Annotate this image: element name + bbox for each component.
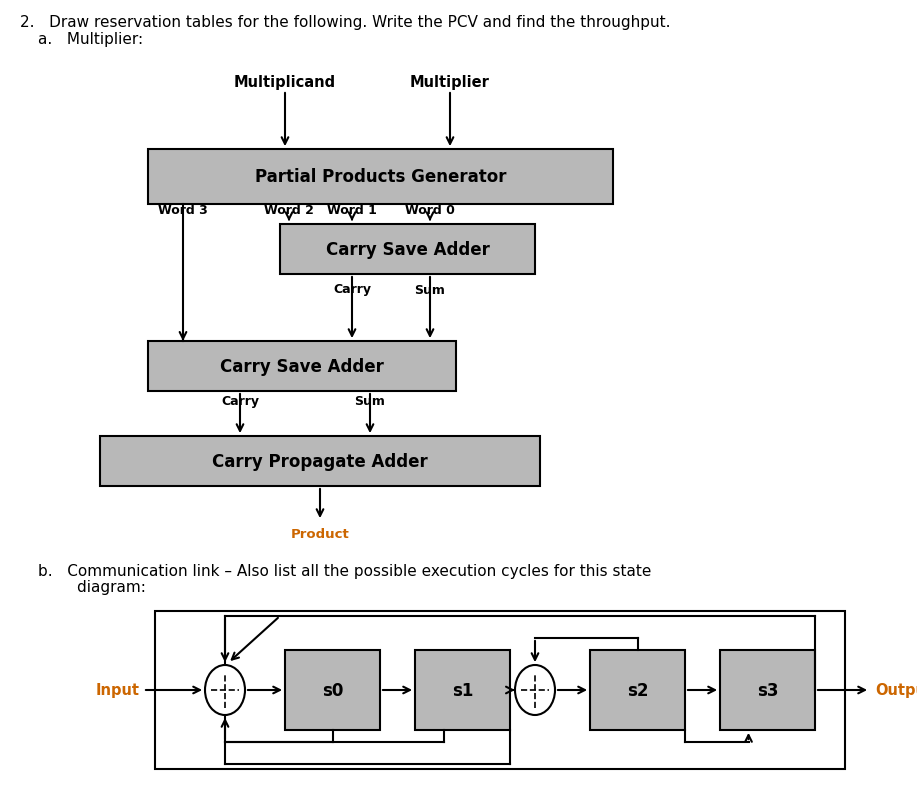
Bar: [590, 650, 685, 730]
Text: diagram:: diagram:: [38, 579, 146, 594]
Text: Sum: Sum: [355, 395, 385, 408]
Text: Sum: Sum: [414, 283, 446, 296]
Text: s0: s0: [322, 681, 343, 699]
Text: Word 1: Word 1: [327, 204, 377, 217]
Text: Input: Input: [96, 683, 140, 697]
Bar: [148, 150, 613, 204]
Text: Carry: Carry: [333, 283, 371, 296]
Text: Output: Output: [875, 683, 917, 697]
Bar: [148, 341, 456, 392]
Text: Word 2: Word 2: [264, 204, 314, 217]
Bar: [415, 650, 510, 730]
Bar: [100, 436, 540, 487]
Text: Product: Product: [291, 527, 349, 540]
Text: a.   Multiplier:: a. Multiplier:: [38, 32, 143, 47]
Text: Carry Save Adder: Carry Save Adder: [220, 358, 384, 375]
Text: Word 0: Word 0: [405, 204, 455, 217]
Ellipse shape: [205, 665, 245, 715]
Text: s3: s3: [757, 681, 779, 699]
Text: Partial Products Generator: Partial Products Generator: [255, 169, 506, 187]
Text: Word 3: Word 3: [158, 204, 208, 217]
Text: 2.   Draw reservation tables for the following. Write the PCV and find the throu: 2. Draw reservation tables for the follo…: [20, 15, 670, 30]
Bar: [155, 611, 845, 769]
Ellipse shape: [515, 665, 555, 715]
Text: Carry Propagate Adder: Carry Propagate Adder: [212, 453, 428, 470]
Text: Multiplicand: Multiplicand: [234, 75, 336, 89]
Text: b.   Communication link – Also list all the possible execution cycles for this s: b. Communication link – Also list all th…: [38, 564, 651, 578]
Bar: [285, 650, 380, 730]
Text: s1: s1: [452, 681, 473, 699]
Text: s2: s2: [626, 681, 648, 699]
Text: Carry Save Adder: Carry Save Adder: [326, 241, 490, 259]
Bar: [720, 650, 815, 730]
Text: Carry: Carry: [221, 395, 259, 408]
Bar: [280, 225, 535, 275]
Text: Multiplier: Multiplier: [410, 75, 490, 89]
